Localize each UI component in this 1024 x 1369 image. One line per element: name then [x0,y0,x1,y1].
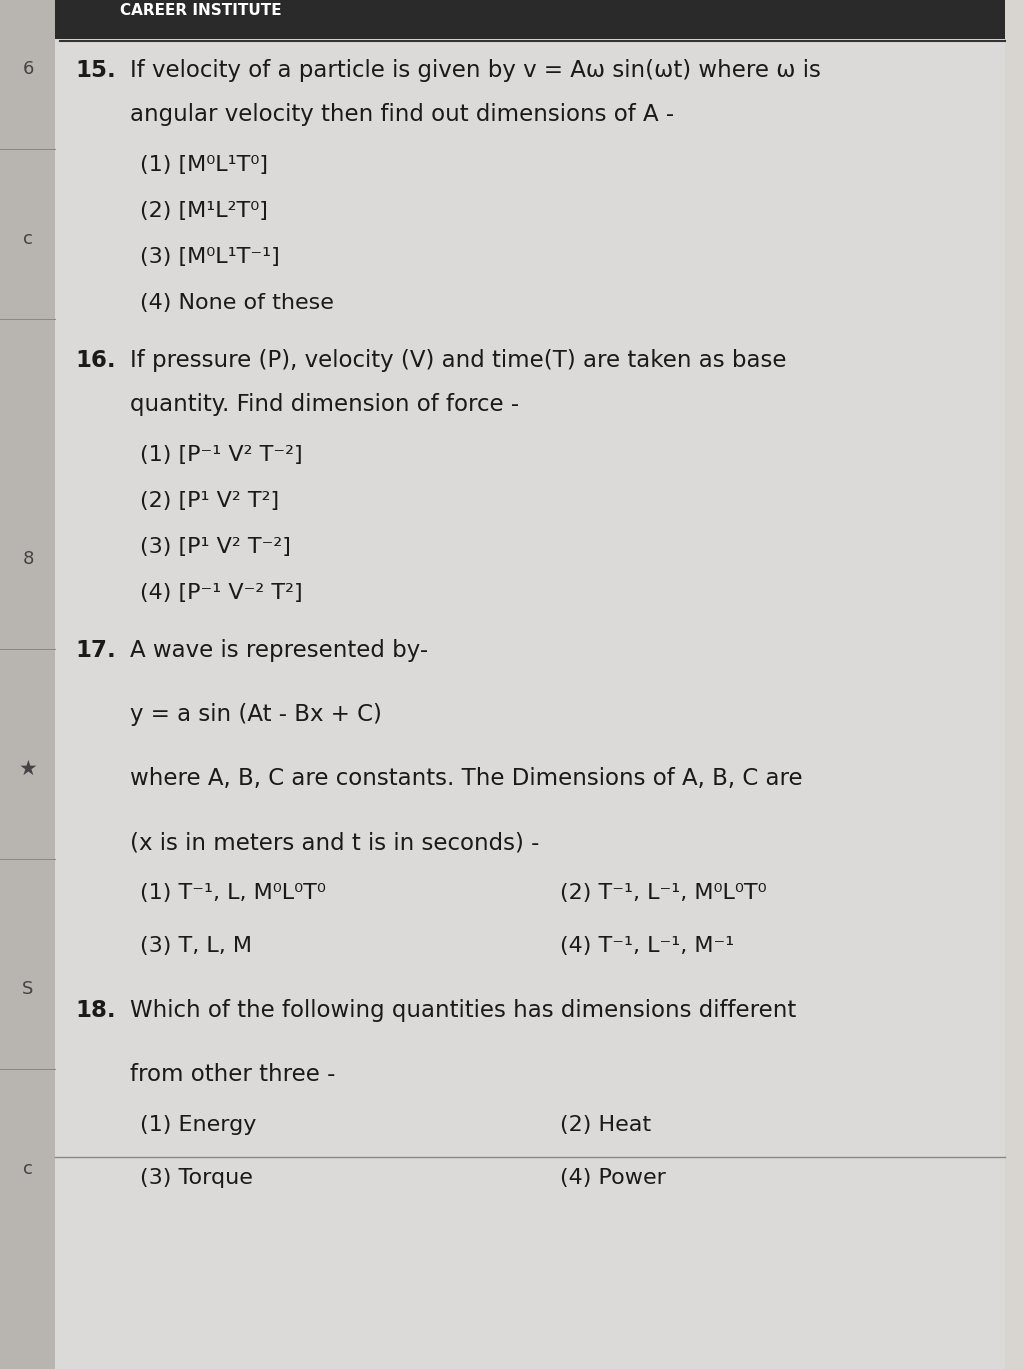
Text: c: c [24,1160,33,1177]
Text: (x is in meters and t is in seconds) -: (x is in meters and t is in seconds) - [130,831,540,854]
Text: If velocity of a particle is given by v = Aω sin(ωt) where ω is: If velocity of a particle is given by v … [130,59,821,82]
Text: (2) [M¹L²T⁰]: (2) [M¹L²T⁰] [140,201,268,220]
Text: 17.: 17. [75,639,116,663]
Text: (3) Torque: (3) Torque [140,1168,253,1188]
Text: y = a sin (At - Bx + C): y = a sin (At - Bx + C) [130,704,382,726]
Text: 16.: 16. [75,349,116,372]
Text: c: c [24,230,33,248]
Text: (4) [P⁻¹ V⁻² T²]: (4) [P⁻¹ V⁻² T²] [140,583,303,602]
Text: ★: ★ [18,758,37,779]
Text: from other three -: from other three - [130,1062,336,1086]
Text: A wave is represented by-: A wave is represented by- [130,639,428,663]
Text: (1) [P⁻¹ V² T⁻²]: (1) [P⁻¹ V² T⁻²] [140,445,303,465]
Text: (4) T⁻¹, L⁻¹, M⁻¹: (4) T⁻¹, L⁻¹, M⁻¹ [560,936,734,956]
Text: (3) [M⁰L¹T⁻¹]: (3) [M⁰L¹T⁻¹] [140,246,280,267]
Text: where A, B, C are constants. The Dimensions of A, B, C are: where A, B, C are constants. The Dimensi… [130,767,803,790]
Text: 15.: 15. [75,59,116,82]
Text: 6: 6 [23,60,34,78]
Text: (2) T⁻¹, L⁻¹, M⁰L⁰T⁰: (2) T⁻¹, L⁻¹, M⁰L⁰T⁰ [560,883,767,904]
Text: quantity. Find dimension of force -: quantity. Find dimension of force - [130,393,519,416]
Text: (3) [P¹ V² T⁻²]: (3) [P¹ V² T⁻²] [140,537,291,557]
FancyBboxPatch shape [55,0,1005,38]
Text: S: S [23,980,34,998]
Text: Which of the following quantities has dimensions different: Which of the following quantities has di… [130,999,797,1023]
Text: (4) None of these: (4) None of these [140,293,334,314]
Text: angular velocity then find out dimensions of A -: angular velocity then find out dimension… [130,103,674,126]
Text: (1) T⁻¹, L, M⁰L⁰T⁰: (1) T⁻¹, L, M⁰L⁰T⁰ [140,883,326,904]
Text: (2) [P¹ V² T²]: (2) [P¹ V² T²] [140,491,280,511]
Text: (1) [M⁰L¹T⁰]: (1) [M⁰L¹T⁰] [140,155,268,175]
Text: 8: 8 [23,550,34,568]
Text: If pressure (P), velocity (V) and time(T) are taken as base: If pressure (P), velocity (V) and time(T… [130,349,786,372]
Text: (2) Heat: (2) Heat [560,1114,651,1135]
Text: 18.: 18. [75,999,116,1023]
FancyBboxPatch shape [55,0,1005,1369]
Text: (4) Power: (4) Power [560,1168,666,1188]
Text: (3) T, L, M: (3) T, L, M [140,936,252,956]
FancyBboxPatch shape [0,0,55,1369]
Text: (1) Energy: (1) Energy [140,1114,256,1135]
Text: CAREER INSTITUTE: CAREER INSTITUTE [120,4,282,19]
